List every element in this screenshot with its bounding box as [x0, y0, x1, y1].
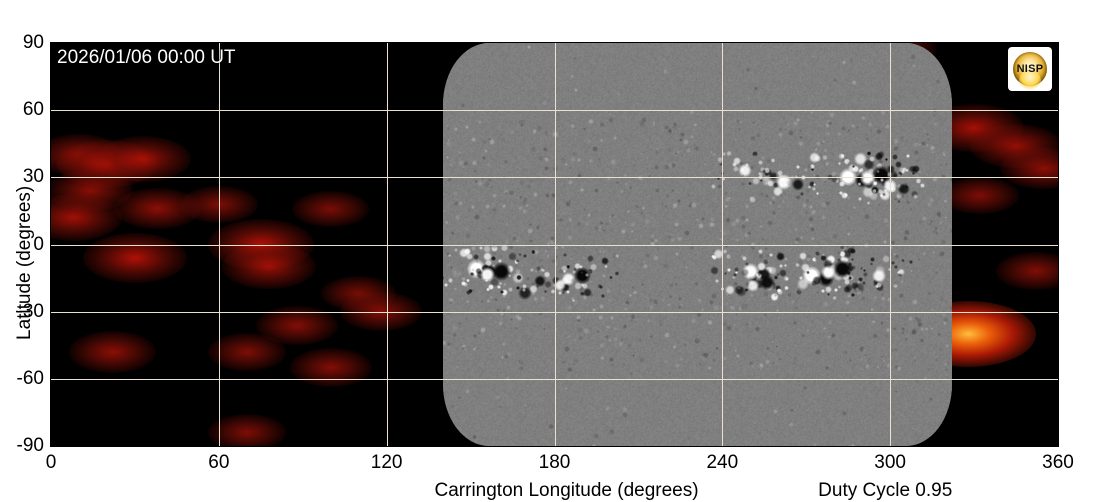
synoptic-map-plot: 2026/01/06 00:00 UT NISP	[50, 42, 1059, 447]
observed-magnetogram-band	[442, 43, 952, 446]
y-tick-90: 90	[22, 32, 44, 53]
y-tick-m90: -90	[16, 435, 44, 456]
nisp-logo: NISP	[1008, 47, 1052, 93]
y-tick-m60: -60	[16, 367, 44, 389]
quiet-sun-texture	[442, 43, 952, 446]
x-tick-0: 0	[45, 452, 57, 473]
x-axis-title: Carrington Longitude (degrees)	[434, 480, 699, 501]
y-tick-0: 0	[33, 233, 44, 255]
y-tick-30: 30	[22, 166, 44, 188]
x-tick-300: 300	[874, 452, 906, 473]
x-tick-120: 120	[370, 452, 403, 473]
x-tick-60: 60	[208, 452, 230, 473]
sun-emblem-icon: NISP	[1013, 52, 1047, 93]
duty-cycle-label: Duty Cycle 0.95	[818, 480, 953, 501]
y-tick-m30: -30	[16, 300, 44, 322]
nisp-logo-text: NISP	[1016, 63, 1044, 75]
timestamp-label: 2026/01/06 00:00 UT	[57, 47, 236, 68]
y-tick-60: 60	[22, 99, 44, 121]
x-tick-180: 180	[538, 452, 571, 473]
x-tick-360: 360	[1042, 452, 1074, 473]
x-tick-240: 240	[706, 452, 739, 473]
